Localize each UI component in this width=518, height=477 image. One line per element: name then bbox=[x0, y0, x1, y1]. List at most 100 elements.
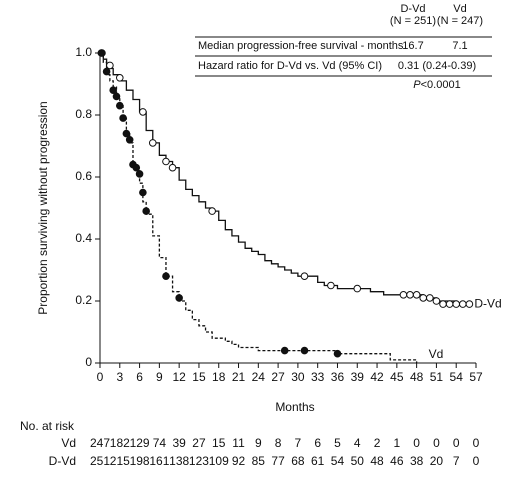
censor-mark bbox=[465, 300, 474, 308]
x-tick-label: 39 bbox=[351, 370, 365, 384]
risk-count: 251 bbox=[90, 454, 110, 468]
curve-label: Vd bbox=[429, 347, 444, 361]
risk-count: 182 bbox=[110, 436, 130, 450]
table-cell: 7.1 bbox=[452, 40, 467, 52]
censor-mark bbox=[353, 284, 362, 293]
censor-mark bbox=[399, 291, 408, 299]
table-header: (N = 251) bbox=[390, 15, 436, 27]
risk-count: 68 bbox=[291, 454, 305, 468]
p-symbol: P bbox=[413, 79, 421, 91]
y-axis-label: Proportion surviving without progression bbox=[36, 101, 50, 314]
risk-count: 9 bbox=[255, 436, 262, 450]
censor-mark bbox=[106, 61, 114, 70]
risk-count: 27 bbox=[192, 436, 206, 450]
risk-count: 7 bbox=[453, 454, 460, 468]
y-tick-label: 0 bbox=[85, 355, 92, 369]
x-tick-label: 54 bbox=[450, 370, 464, 384]
risk-count: 48 bbox=[370, 454, 384, 468]
curve-label: D-Vd bbox=[474, 296, 501, 310]
risk-count: 77 bbox=[271, 454, 285, 468]
censor-mark bbox=[459, 300, 467, 308]
risk-count: 54 bbox=[331, 454, 345, 468]
risk-count: 46 bbox=[390, 454, 404, 468]
y-tick-label: 0.8 bbox=[75, 107, 92, 121]
risk-count: 0 bbox=[453, 436, 460, 450]
risk-count: 92 bbox=[232, 454, 246, 468]
x-tick-label: 36 bbox=[331, 370, 345, 384]
censor-mark bbox=[175, 294, 183, 302]
risk-count: 4 bbox=[354, 436, 361, 450]
table-row-label: Median progression-free survival - month… bbox=[198, 40, 404, 52]
censor-mark bbox=[148, 139, 157, 147]
risk-count: 1 bbox=[393, 436, 400, 450]
x-tick-label: 21 bbox=[232, 370, 246, 384]
censor-mark bbox=[97, 49, 106, 57]
censor-mark bbox=[208, 207, 216, 215]
x-tick-label: 45 bbox=[390, 370, 404, 384]
censor-mark bbox=[115, 101, 124, 110]
censor-mark bbox=[412, 291, 421, 299]
risk-count: 123 bbox=[189, 454, 209, 468]
censor-mark bbox=[135, 170, 144, 178]
censor-mark bbox=[280, 346, 289, 355]
censor-mark bbox=[300, 272, 309, 281]
risk-count: 0 bbox=[413, 436, 420, 450]
y-tick-label: 0.2 bbox=[75, 293, 92, 307]
censor-mark bbox=[439, 300, 447, 308]
censor-mark bbox=[162, 272, 170, 281]
censor-mark bbox=[132, 163, 141, 172]
p-number: <0.0001 bbox=[421, 79, 461, 91]
x-axis-label: Months bbox=[275, 400, 314, 414]
risk-count: 129 bbox=[130, 436, 150, 450]
table-row-label: Hazard ratio for D-Vd vs. Vd (95% CI) bbox=[198, 60, 382, 72]
risk-count: 7 bbox=[295, 436, 302, 450]
table-cell: 16.7 bbox=[402, 40, 423, 52]
x-tick-label: 12 bbox=[172, 370, 186, 384]
risk-count: 38 bbox=[410, 454, 424, 468]
censor-mark bbox=[452, 300, 461, 308]
risk-count: 0 bbox=[473, 436, 480, 450]
risk-count: 20 bbox=[430, 454, 444, 468]
risk-count: 2 bbox=[374, 436, 381, 450]
censor-mark bbox=[426, 294, 434, 302]
risk-count: 74 bbox=[153, 436, 167, 450]
x-tick-label: 9 bbox=[156, 370, 163, 384]
censor-mark bbox=[112, 92, 121, 101]
x-tick-label: 51 bbox=[430, 370, 444, 384]
censor-mark bbox=[139, 108, 147, 116]
risk-count: 5 bbox=[334, 436, 341, 450]
x-tick-label: 42 bbox=[370, 370, 384, 384]
x-tick-label: 18 bbox=[212, 370, 226, 384]
censor-mark bbox=[327, 281, 335, 290]
risk-title: No. at risk bbox=[20, 419, 75, 433]
x-tick-label: 57 bbox=[469, 370, 483, 384]
table-header: D-Vd bbox=[400, 3, 425, 15]
table-header: (N = 247) bbox=[437, 15, 483, 27]
risk-count: 198 bbox=[130, 454, 150, 468]
censor-mark bbox=[109, 86, 117, 94]
risk-count: 138 bbox=[169, 454, 189, 468]
x-tick-label: 48 bbox=[410, 370, 424, 384]
censor-mark bbox=[122, 129, 131, 138]
censor-mark bbox=[419, 294, 428, 302]
x-tick-label: 33 bbox=[311, 370, 325, 384]
risk-count: 15 bbox=[212, 436, 226, 450]
x-tick-label: 0 bbox=[97, 370, 104, 384]
risk-count: 0 bbox=[433, 436, 440, 450]
risk-count: 39 bbox=[172, 436, 186, 450]
risk-count: 0 bbox=[473, 454, 480, 468]
x-tick-label: 27 bbox=[271, 370, 285, 384]
censor-mark bbox=[168, 163, 177, 172]
censor-mark bbox=[115, 74, 124, 82]
table-header: Vd bbox=[453, 3, 466, 15]
censor-mark bbox=[142, 207, 150, 215]
censor-mark bbox=[445, 300, 454, 308]
table-cell: 0.31 (0.24-0.39) bbox=[398, 60, 476, 72]
risk-row-label: D-Vd bbox=[49, 454, 76, 468]
risk-count: 161 bbox=[149, 454, 169, 468]
censor-mark bbox=[300, 346, 309, 355]
y-tick-label: 0.4 bbox=[75, 231, 92, 245]
risk-count: 50 bbox=[351, 454, 365, 468]
risk-count: 8 bbox=[275, 436, 282, 450]
